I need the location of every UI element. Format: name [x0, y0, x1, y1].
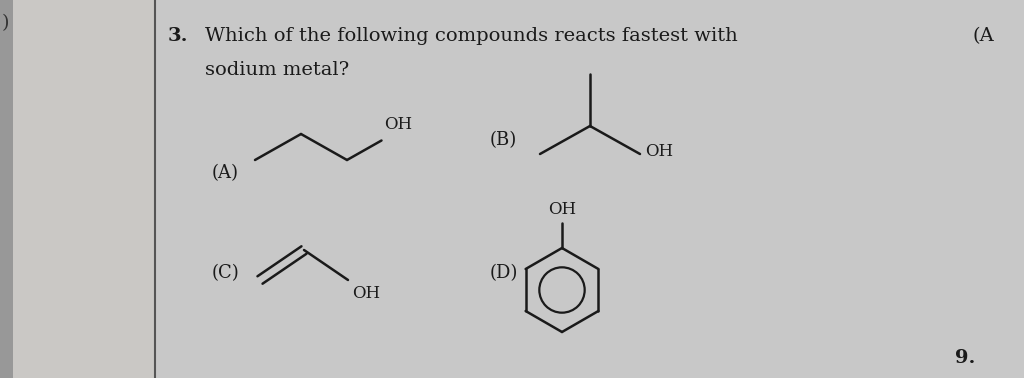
- Text: OH: OH: [645, 144, 673, 161]
- Text: OH: OH: [384, 116, 413, 133]
- Text: (A): (A): [212, 164, 239, 182]
- Bar: [0, 0, 13, 378]
- Bar: [13, 0, 155, 378]
- Text: ): ): [2, 14, 9, 32]
- Text: 9.: 9.: [955, 349, 976, 367]
- Text: Which of the following compounds reacts fastest with: Which of the following compounds reacts …: [205, 27, 737, 45]
- Text: (C): (C): [212, 264, 240, 282]
- Text: (B): (B): [490, 131, 517, 149]
- Text: (A: (A: [972, 27, 993, 45]
- Text: (D): (D): [490, 264, 518, 282]
- Text: OH: OH: [548, 201, 577, 218]
- Text: OH: OH: [352, 285, 380, 302]
- Text: sodium metal?: sodium metal?: [205, 61, 349, 79]
- Text: 3.: 3.: [168, 27, 188, 45]
